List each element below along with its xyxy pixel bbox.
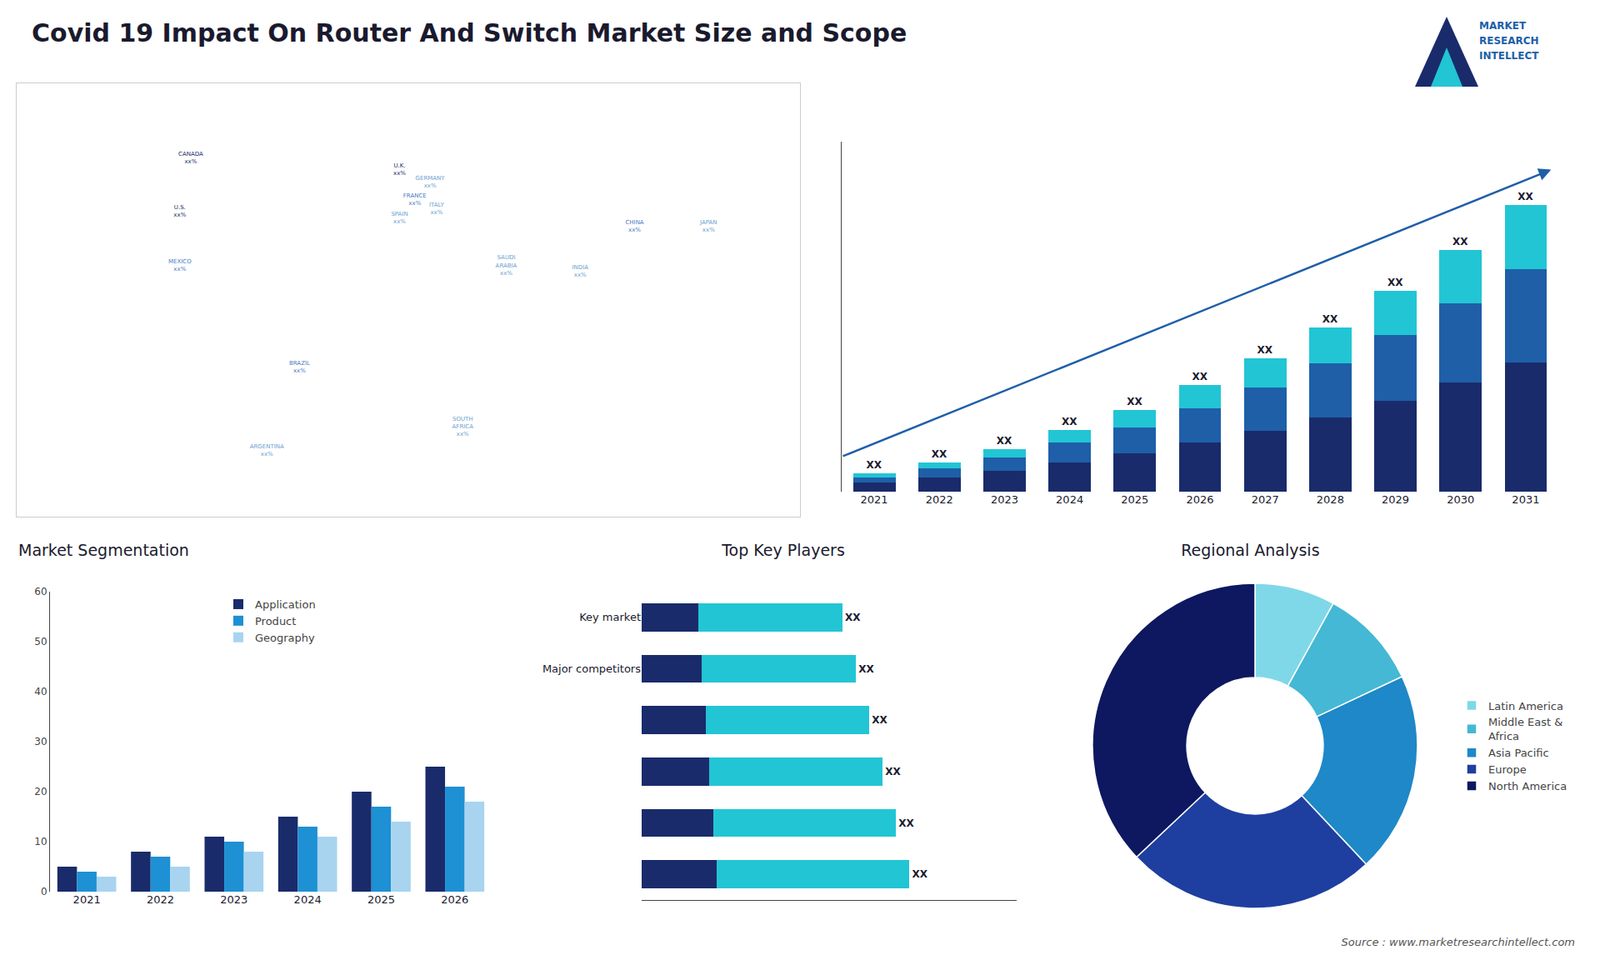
svg-text:2021: 2021 [860,493,889,506]
svg-text:2022: 2022 [146,893,175,906]
svg-text:XX: XX [858,663,875,675]
svg-text:JAPANxx%: JAPANxx% [699,219,718,234]
svg-text:XX: XX [865,459,882,471]
html-text:MARKET RESEARCH INTELLECT: MARKET RESEARCH INTELLECT [1479,20,1539,62]
svg-text:Product: Product [255,615,296,628]
svg-text:30: 30 [34,735,47,748]
svg-text:2031: 2031 [1511,493,1540,506]
svg-text:XX: XX [871,714,888,726]
svg-text:XX: XX [845,611,861,624]
svg-text:XX: XX [898,817,915,830]
svg-text:XX: XX [1517,190,1534,203]
svg-text:Major competitors: Major competitors [542,662,641,675]
svg-text:60: 60 [34,585,47,598]
svg-text:U.K.xx%: U.K.xx% [393,162,406,177]
svg-text:GERMANYxx%: GERMANYxx% [415,175,446,190]
svg-text:XX: XX [1322,313,1339,325]
svg-text:2024: 2024 [294,893,322,906]
svg-text:U.S.xx%: U.S.xx% [173,204,186,219]
svg-text:XX: XX [1387,276,1404,289]
svg-text:XX: XX [1126,395,1143,408]
svg-text:XX: XX [996,435,1013,447]
svg-text:40: 40 [34,685,47,698]
svg-text:XX: XX [931,448,948,460]
svg-text:Top Key Players: Top Key Players [720,540,845,560]
svg-text:2025: 2025 [1120,493,1149,506]
svg-text:2023: 2023 [220,893,248,906]
svg-text:20: 20 [34,785,47,798]
html-text:Covid 19 Impact On Router And: Covid 19 Impact On Router And Switch Mar… [31,18,907,48]
svg-text:2025: 2025 [367,893,395,906]
svg-text:2027: 2027 [1251,493,1280,506]
svg-text:MEXICOxx%: MEXICOxx% [168,258,192,273]
svg-text:2022: 2022 [925,493,954,506]
svg-text:XX: XX [1061,415,1078,428]
svg-text:Latin America: Latin America [1488,700,1564,713]
svg-text:2024: 2024 [1055,493,1084,506]
svg-text:XX: XX [911,868,928,880]
svg-text:Europe: Europe [1488,763,1527,776]
svg-text:2030: 2030 [1446,493,1475,506]
svg-text:Regional Analysis: Regional Analysis [1180,540,1320,560]
svg-text:ARGENTINAxx%: ARGENTINAxx% [250,443,285,458]
html-text:Source : www.marketresearchint: Source : www.marketresearchintellect.com [1341,935,1575,949]
svg-text:2023: 2023 [990,493,1019,506]
svg-text:CHINAxx%: CHINAxx% [625,219,644,234]
svg-text:Key market: Key market [579,610,641,624]
svg-text:SOUTHAFRICAxx%: SOUTHAFRICAxx% [452,415,475,438]
svg-text:Middle East &Africa: Middle East &Africa [1488,715,1563,743]
svg-text:Application: Application [255,598,316,611]
svg-text:XX: XX [1257,344,1274,356]
svg-text:2029: 2029 [1381,493,1410,506]
svg-text:Geography: Geography [255,631,315,645]
svg-text:2026: 2026 [440,893,469,906]
svg-text:XX: XX [1452,235,1469,248]
svg-text:BRAZILxx%: BRAZILxx% [289,360,310,375]
svg-text:CANADAxx%: CANADAxx% [178,150,204,165]
svg-text:ITALYxx%: ITALYxx% [429,201,445,216]
svg-text:2028: 2028 [1316,493,1345,506]
svg-text:SPAINxx%: SPAINxx% [390,210,408,225]
svg-text:SAUDIARABIAxx%: SAUDIARABIAxx% [495,254,518,276]
svg-text:50: 50 [34,635,47,648]
svg-text:FRANCExx%: FRANCExx% [403,192,427,207]
svg-text:2026: 2026 [1185,493,1214,506]
svg-text:2021: 2021 [73,893,101,906]
svg-text:XX: XX [1191,370,1208,383]
svg-text:10: 10 [34,835,47,848]
svg-text:INDIAxx%: INDIAxx% [572,264,590,279]
svg-text:XX: XX [885,765,901,778]
svg-text:Market Segmentation: Market Segmentation [18,540,190,560]
svg-text:North America: North America [1488,780,1567,793]
svg-text:0: 0 [40,885,48,898]
svg-text:Asia Pacific: Asia Pacific [1488,746,1550,760]
